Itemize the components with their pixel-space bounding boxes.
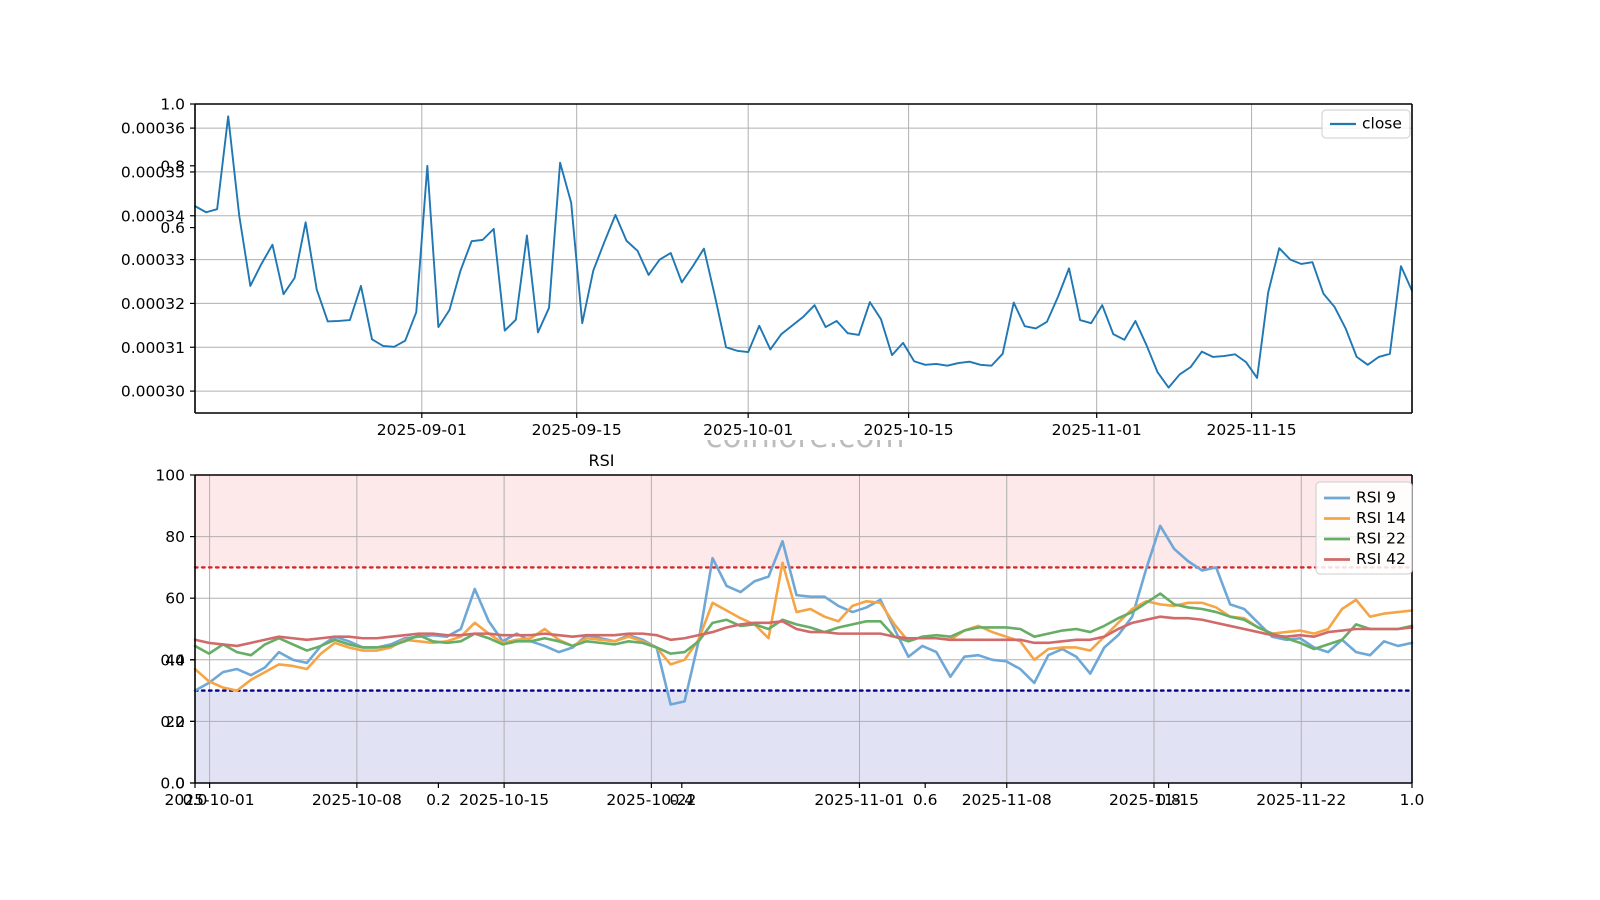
rsi-y-tick-label: 40 xyxy=(165,651,185,669)
rsi-x-tick-label: 2025-11-01 xyxy=(814,791,904,809)
legend-label-rsi-22: RSI 22 xyxy=(1356,530,1406,548)
rsi-bands xyxy=(195,475,1412,783)
rsi-x-tick-label: 2025-11-08 xyxy=(962,791,1052,809)
price-y-overlay-tick-label: 0.6 xyxy=(160,219,185,237)
price-y-overlay-tick-label: 0.8 xyxy=(160,157,185,175)
legend-label-rsi-42: RSI 42 xyxy=(1356,550,1406,568)
price-vertical-gridlines xyxy=(421,104,1253,413)
rsi-y-tick-label: 0 xyxy=(175,775,185,793)
price-x-tick-label: 2025-09-01 xyxy=(377,421,467,439)
rsi-y-axis-labels: 0 20 40 60 80 100 xyxy=(155,467,195,793)
rsi-legend[interactable]: RSI 9 RSI 14 RSI 22 RSI 42 xyxy=(1315,481,1413,575)
rsi-vertical-gridlines xyxy=(209,475,1302,783)
legend-label-rsi-9: RSI 9 xyxy=(1356,489,1396,507)
rsi-gridlines xyxy=(195,536,1412,722)
price-chart-panel: 0.00030 0.00031 0.00032 0.00033 0.00034 0.000… xyxy=(121,96,1413,439)
price-gridlines xyxy=(195,127,1412,392)
oversold-band xyxy=(195,690,1412,783)
price-y-overlay-tick-label: 1.0 xyxy=(160,96,185,114)
rsi-x-tick-label: 2025-10-22 xyxy=(606,791,696,809)
rsi-x-tick-label: 2025-11-15 xyxy=(1109,791,1199,809)
rsi-x-overlay-tick-label: 0.4 xyxy=(669,791,694,809)
rsi-x-overlay-tick-label: 0.8 xyxy=(1156,791,1181,809)
price-y-tick-label: 0.00034 xyxy=(121,207,185,225)
legend-label-rsi-14: RSI 14 xyxy=(1356,509,1406,527)
rsi-x-axis-overlay-labels: 0.0 0.2 0.4 0.6 0.8 1.0 xyxy=(183,783,1425,809)
price-y-axis-overlay-labels: 0.6 0.8 1.0 xyxy=(160,96,195,237)
rsi-series-line-rsi-9 xyxy=(193,524,1414,706)
price-y-tick-label: 0.00035 xyxy=(121,163,185,181)
price-axes xyxy=(194,103,1413,414)
rsi-y-tick-label: 100 xyxy=(155,467,185,485)
rsi-x-tick-label: 2025-10-08 xyxy=(312,791,402,809)
legend-label-close: close xyxy=(1362,115,1402,133)
rsi-x-tick-label: 2025-11-22 xyxy=(1256,791,1346,809)
rsi-title: RSI xyxy=(589,451,615,470)
rsi-series-line-rsi-22 xyxy=(193,592,1414,657)
rsi-x-tick-label: 2025-10-15 xyxy=(459,791,549,809)
price-y-tick-label: 0.00036 xyxy=(121,120,185,138)
rsi-x-axis-labels: 2025-10-01 2025-10-08 2025-10-15 2025-10-22… xyxy=(165,783,1346,809)
rsi-chart-panel: 0 20 40 60 80 100 0.0 0.2 0.4 2025-10-01 2025-10-0… xyxy=(0,440,1600,840)
rsi-x-overlay-tick-label: 0.6 xyxy=(913,791,938,809)
rsi-y-tick-label: 20 xyxy=(165,713,185,731)
rsi-y-overlay-tick-label: 0.4 xyxy=(160,651,185,669)
price-y-axis-labels: 0.00030 0.00031 0.00032 0.00033 0.00034 0.000… xyxy=(121,120,195,401)
rsi-x-tick-label: 2025-10-01 xyxy=(165,791,255,809)
rsi-y-overlay-tick-label: 0.2 xyxy=(160,713,185,731)
price-chart-svg: 0.00030 0.00031 0.00032 0.00033 0.00034 0.000… xyxy=(121,96,1413,439)
price-y-tick-label: 0.00031 xyxy=(121,339,185,357)
rsi-y-tick-label: 80 xyxy=(165,528,185,546)
rsi-y-overlay-tick-label: 0.0 xyxy=(160,775,185,793)
price-x-tick-label: 2025-11-01 xyxy=(1052,421,1142,439)
watermark-text: coinlore.com xyxy=(705,440,904,455)
price-y-tick-label: 0.00032 xyxy=(121,295,185,313)
price-x-axis-labels: 2025-09-01 2025-09-15 2025-10-01 2025-10-15… xyxy=(377,413,1297,439)
overbought-band xyxy=(195,475,1412,568)
rsi-y-axis-overlay-labels: 0.0 0.2 0.4 xyxy=(160,651,195,793)
price-close-line xyxy=(194,115,1413,389)
rsi-x-overlay-tick-label: 0.0 xyxy=(183,791,208,809)
rsi-series-line-rsi-42 xyxy=(193,615,1414,648)
rsi-x-overlay-tick-label: 0.2 xyxy=(426,791,451,809)
rsi-threshold-lines xyxy=(193,566,1414,692)
price-x-tick-label: 2025-09-15 xyxy=(532,421,622,439)
price-x-tick-label: 2025-10-15 xyxy=(864,421,954,439)
price-y-tick-label: 0.00030 xyxy=(121,383,185,401)
price-y-tick-label: 0.00033 xyxy=(121,251,185,269)
price-x-tick-label: 2025-11-15 xyxy=(1207,421,1297,439)
price-legend[interactable]: close xyxy=(1321,109,1411,139)
price-x-tick-label: 2025-10-01 xyxy=(703,421,793,439)
rsi-y-tick-label: 60 xyxy=(165,590,185,608)
rsi-x-overlay-tick-label: 1.0 xyxy=(1400,791,1425,809)
